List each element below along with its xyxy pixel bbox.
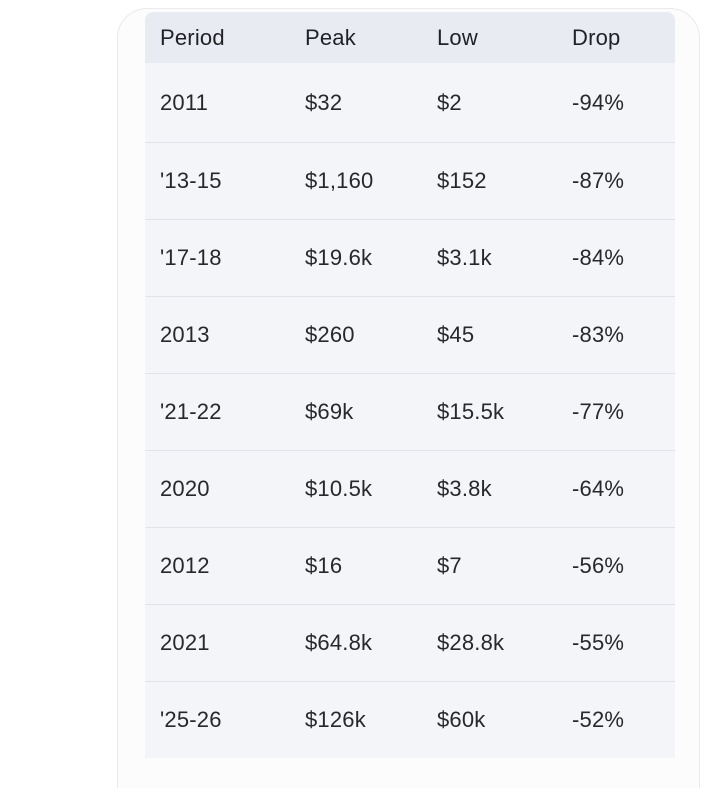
cell-drop: -77% [572,399,625,424]
cell-low: $152 [437,168,487,193]
cell-period: '21-22 [160,399,222,424]
cell-low: $15.5k [437,399,505,424]
cell-period: 2021 [160,630,210,655]
cell-drop: -56% [572,553,625,578]
table-card: Period Peak Low Drop 2011 $32 $2 -94% '13-15… [117,8,700,788]
table-row: 2012 $16 $7 -56% [145,528,675,605]
table-row: 2013 $260 $45 -83% [145,297,675,374]
cell-peak: $126k [305,707,366,732]
cell-peak: $19.6k [305,245,373,270]
cell-low: $3.8k [437,476,492,501]
table-row: 2011 $32 $2 -94% [145,63,675,143]
cell-drop: -55% [572,630,625,655]
cell-peak: $10.5k [305,476,373,501]
table-body: 2011 $32 $2 -94% '13-15 $1,160 $152 -87% '17-18 $… [145,63,675,758]
table-row: '13-15 $1,160 $152 -87% [145,143,675,220]
cell-drop: -52% [572,707,625,732]
cell-period: 2020 [160,476,210,501]
cell-peak: $64.8k [305,630,373,655]
cell-period: '25-26 [160,707,222,732]
cell-period: '13-15 [160,168,222,193]
cell-period: 2011 [160,89,209,115]
cell-period: '17-18 [160,245,222,270]
cell-low: $7 [437,553,462,578]
cell-peak: $1,160 [305,168,374,193]
column-header-period: Period [160,24,225,50]
column-header-peak: Peak [305,24,356,50]
cell-period: 2012 [160,553,210,578]
price-drop-table: Period Peak Low Drop 2011 $32 $2 -94% '13-15… [145,12,675,758]
table-row: '25-26 $126k $60k -52% [145,682,675,758]
cell-peak: $32 [305,89,343,115]
column-header-drop: Drop [572,24,621,50]
cell-drop: -83% [572,322,625,347]
cell-drop: -94% [572,89,625,115]
table-row: 2020 $10.5k $3.8k -64% [145,451,675,528]
cell-peak: $69k [305,399,354,424]
cell-low: $28.8k [437,630,505,655]
cell-drop: -64% [572,476,625,501]
table-row: '17-18 $19.6k $3.1k -84% [145,220,675,297]
cell-peak: $16 [305,553,343,578]
cell-low: $45 [437,322,475,347]
cell-low: $2 [437,89,462,115]
cell-low: $60k [437,707,486,732]
cell-drop: -84% [572,245,625,270]
column-header-low: Low [437,24,478,50]
cell-low: $3.1k [437,245,492,270]
cell-drop: -87% [572,168,625,193]
table-header-row: Period Peak Low Drop [145,12,675,63]
cell-peak: $260 [305,322,355,347]
table-row: 2021 $64.8k $28.8k -55% [145,605,675,682]
table-row: '21-22 $69k $15.5k -77% [145,374,675,451]
cell-period: 2013 [160,322,210,347]
